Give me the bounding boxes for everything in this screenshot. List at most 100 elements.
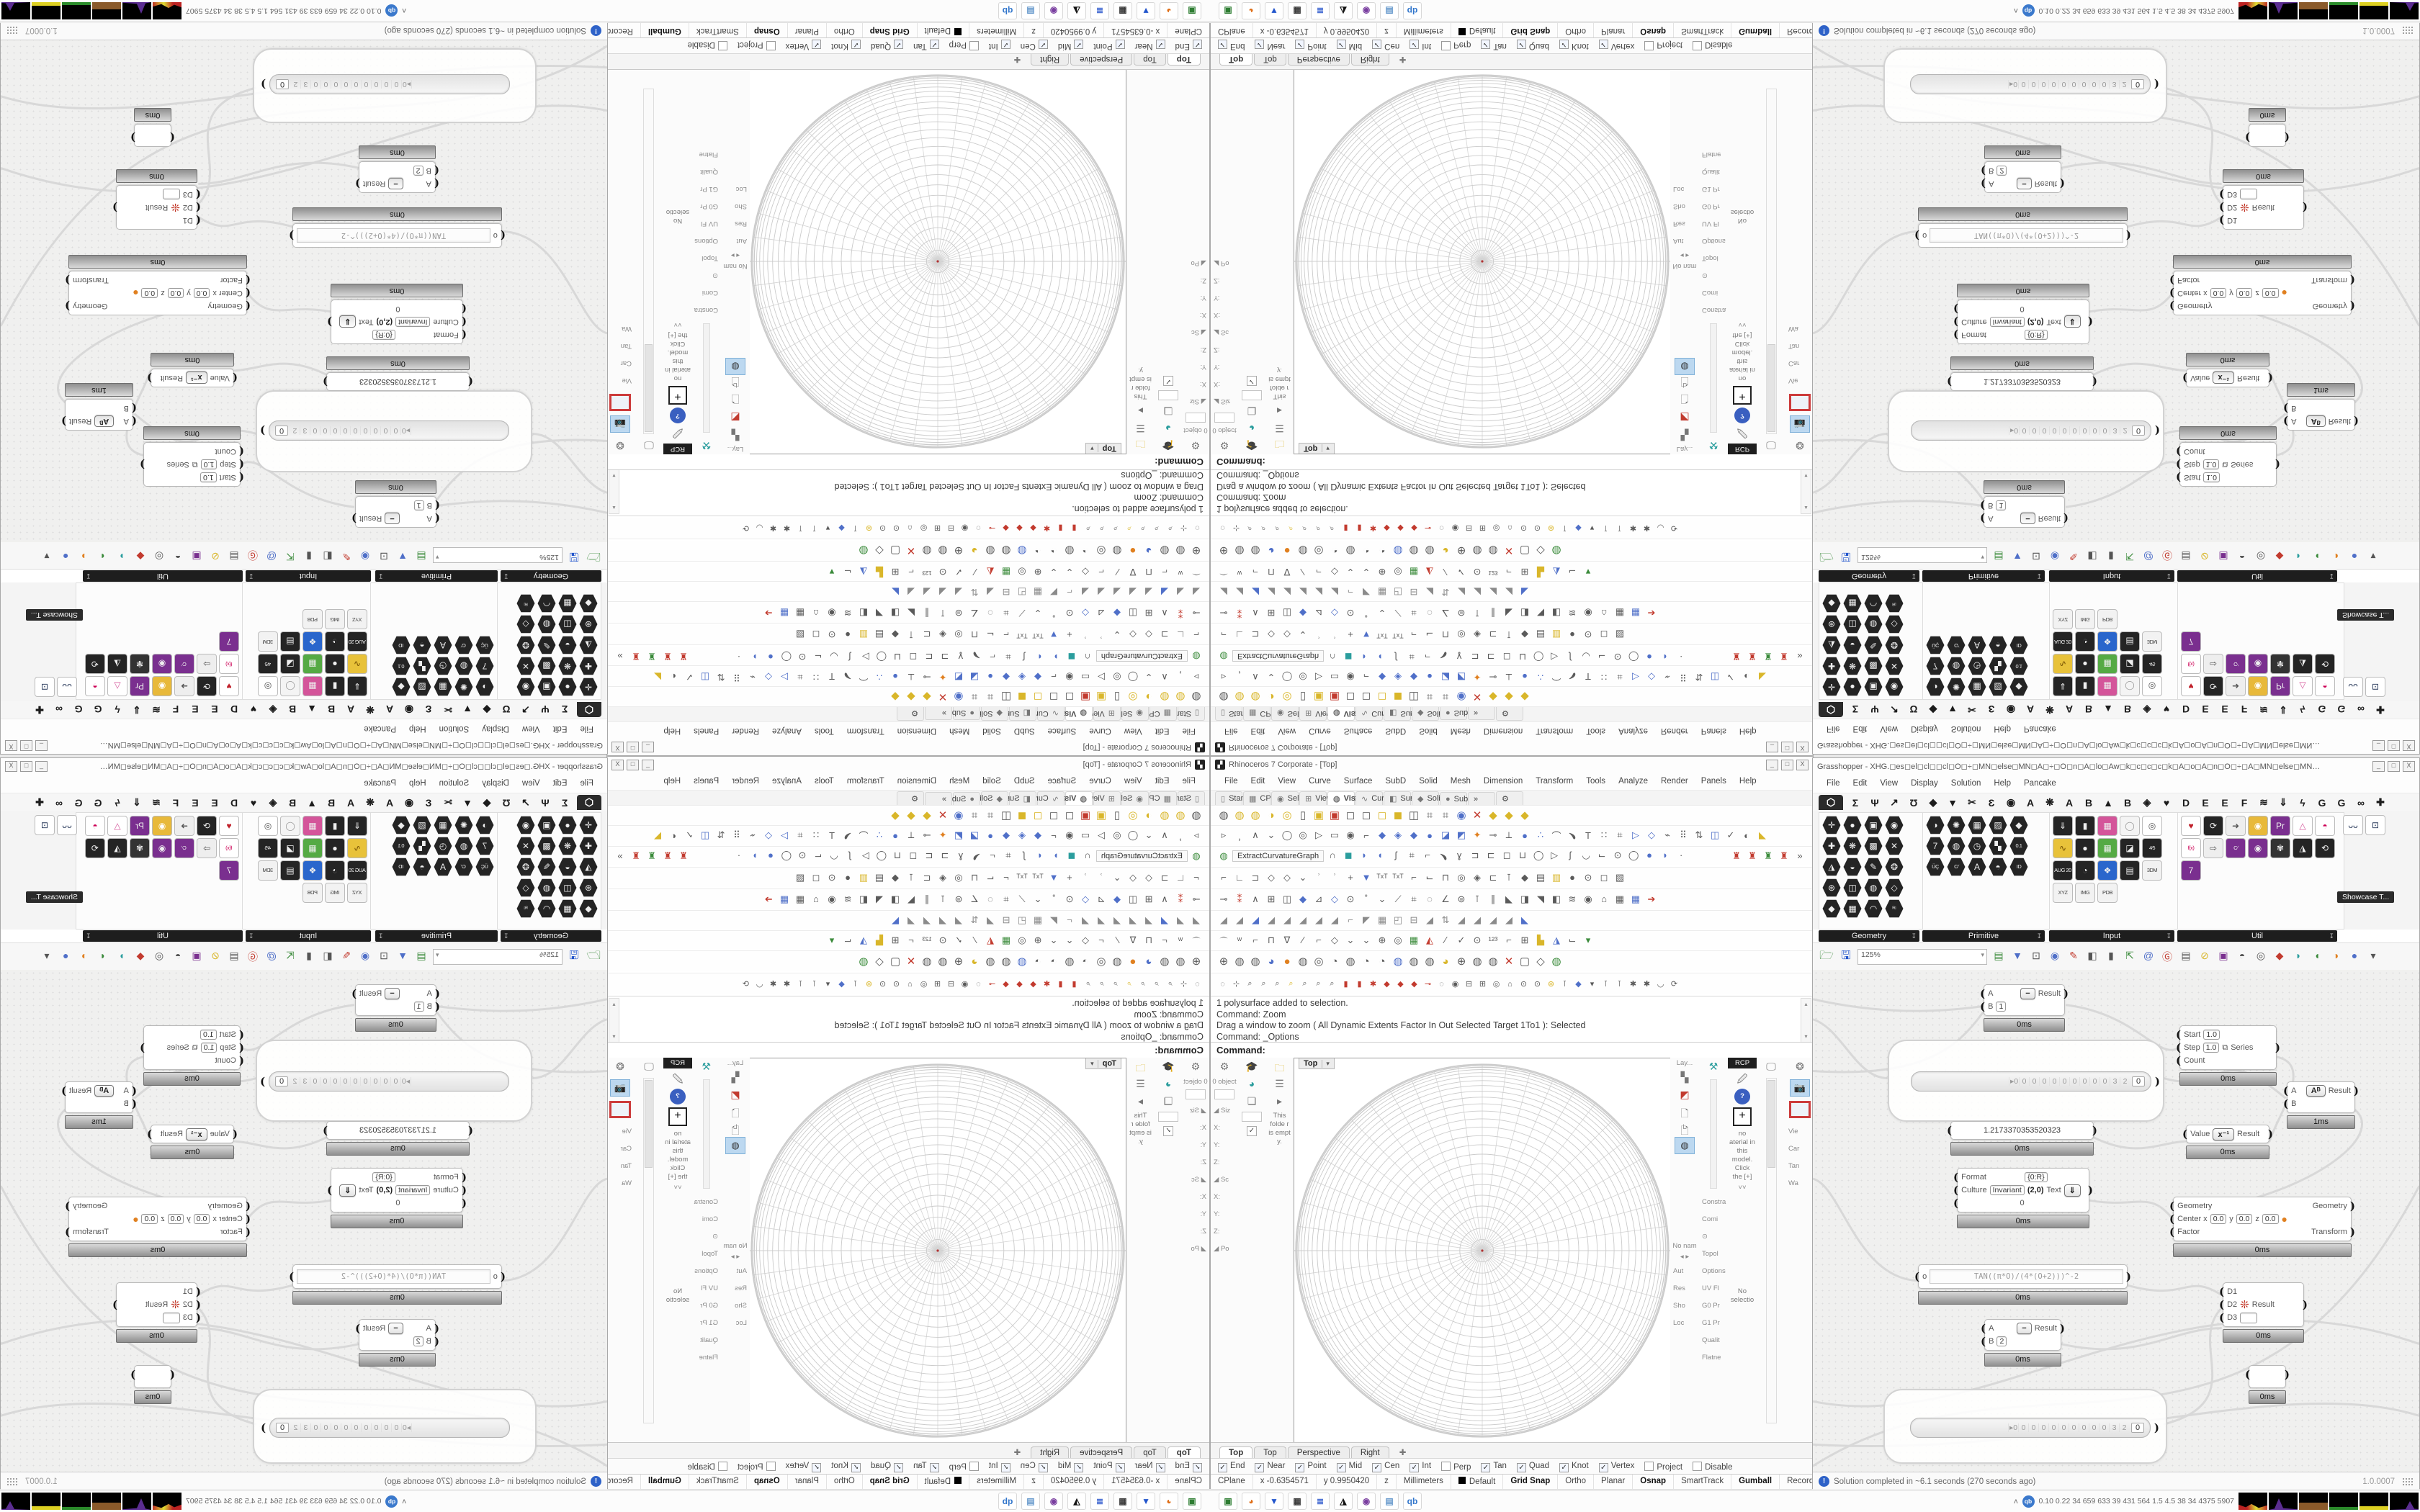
toolbar-icon[interactable]: ▾ bbox=[825, 980, 830, 989]
toolbar-icon[interactable]: ▦ bbox=[1001, 934, 1011, 945]
toolbar-icon[interactable]: ▣ bbox=[1095, 690, 1107, 703]
slider-digit[interactable]: 0 bbox=[2079, 1423, 2089, 1432]
slider-last-digit[interactable]: 0 bbox=[275, 1076, 288, 1086]
toolbar-icon[interactable]: ◢ bbox=[923, 587, 931, 598]
osnap-checkbox[interactable]: Point bbox=[1295, 1462, 1326, 1472]
component-icon[interactable]: ◯ bbox=[2120, 816, 2140, 836]
toolbar-icon[interactable]: ◪ bbox=[1440, 672, 1451, 683]
toolbar-icon[interactable]: ∧ bbox=[1252, 608, 1259, 619]
component-tab[interactable]: ✂ bbox=[1968, 796, 1976, 808]
toolbar-icon[interactable]: ⇅ bbox=[970, 914, 979, 925]
toolbar-icon[interactable]: ◆ bbox=[1489, 809, 1497, 822]
material-panel[interactable]: RCP 🖉 ? + no aterial in this model. Clic… bbox=[663, 70, 692, 454]
toolbar-icon[interactable]: ⊞ bbox=[1520, 567, 1529, 578]
menu-item[interactable]: Panels bbox=[694, 726, 720, 735]
toolbar-icon[interactable]: ✱ bbox=[1369, 980, 1377, 989]
status-field[interactable]: Default bbox=[1451, 1475, 1504, 1489]
component-tab[interactable]: Ψ bbox=[1870, 703, 1879, 716]
component-tab[interactable]: E bbox=[2202, 703, 2209, 716]
toolbar-icon[interactable]: ◢ bbox=[908, 914, 915, 925]
toolbar-tab[interactable]: ▦CPlanes bbox=[1130, 791, 1177, 806]
toolbar-icon[interactable]: ◎ bbox=[1282, 690, 1292, 703]
slider-digit[interactable]: 0 bbox=[351, 80, 362, 89]
toolbar-icon[interactable]: ◍ bbox=[1551, 955, 1561, 968]
toolbar-icon[interactable]: ◇ bbox=[1283, 629, 1291, 641]
toolbar-icon[interactable]: ◇ bbox=[1145, 629, 1152, 641]
component-tab[interactable]: G bbox=[74, 703, 83, 716]
expand-arrow-icon[interactable]: ▸ bbox=[1137, 1095, 1144, 1107]
toolbar-icon[interactable]: ◍ bbox=[1409, 544, 1419, 557]
toolbar-icon[interactable]: ◣ bbox=[892, 587, 899, 598]
toolbar-icon[interactable]: ⌗ bbox=[1005, 652, 1011, 663]
osnap-checkbox[interactable]: End bbox=[1218, 40, 1245, 51]
group-label[interactable]: Util bbox=[2177, 570, 2337, 582]
component-tab[interactable]: ▲ bbox=[307, 703, 317, 716]
toolbar-icon[interactable]: ▧ bbox=[1615, 629, 1625, 641]
gh-titlebar[interactable]: Grasshopper - XHG.◻es◻el◻cl◻◻cl◻O◻÷◻MN◻e… bbox=[1813, 737, 2419, 754]
toolbar-icon[interactable]: ⌐ bbox=[1098, 567, 1104, 577]
slider-digit[interactable]: 0 bbox=[361, 1077, 371, 1086]
toolbar-icon[interactable]: ◢ bbox=[1283, 914, 1291, 925]
pager-arrows[interactable]: ◂ ▸ bbox=[730, 251, 740, 259]
gh-titlebar[interactable]: Grasshopper - XHG.◻es◻el◻cl◻◻cl◻O◻÷◻MN◻e… bbox=[1, 737, 607, 754]
group-label[interactable]: Geometry bbox=[1819, 570, 1919, 582]
slider-digit[interactable]: 2 bbox=[2119, 80, 2129, 89]
toolbar-icon[interactable]: ⌗ bbox=[971, 690, 978, 703]
toolbar-icon[interactable]: ◆ bbox=[891, 809, 900, 822]
toolbar-icon[interactable]: ◎ bbox=[1282, 809, 1292, 822]
toolbar-icon[interactable]: ᷍ bbox=[1216, 566, 1231, 579]
toolbar-icon[interactable]: ⌐ bbox=[1363, 829, 1369, 841]
toolbar-icon[interactable]: ⌕ bbox=[1154, 979, 1159, 988]
component-icon[interactable]: ◫ bbox=[1843, 878, 1862, 897]
toolbar-icon[interactable]: ⊓ bbox=[970, 871, 979, 883]
add-material-button[interactable]: + bbox=[668, 386, 687, 405]
component-icon[interactable]: ◇ bbox=[516, 878, 535, 897]
canvas-toolbar-icon[interactable]: ▾ bbox=[44, 950, 50, 961]
component-tab[interactable]: F bbox=[2241, 703, 2248, 716]
display-panel[interactable]: 🎓 ◕ ❏ ✓ bbox=[1238, 1058, 1266, 1442]
slider-digit[interactable]: 0 bbox=[2048, 1423, 2058, 1432]
toolbar-icon[interactable]: ✱ bbox=[1643, 523, 1651, 532]
component-tab[interactable]: D bbox=[230, 796, 238, 809]
constraint-row[interactable]: Topol bbox=[702, 1250, 718, 1258]
component-tab[interactable]: ❋ bbox=[2045, 796, 2054, 808]
toolbar-icon[interactable]: ▦ bbox=[1615, 893, 1625, 904]
osnap-checkbox[interactable]: Project bbox=[1644, 1462, 1682, 1472]
toolbar-icon[interactable]: ◖ bbox=[1036, 652, 1043, 663]
toolbar-tab[interactable]: ◉ Select bbox=[1271, 791, 1309, 806]
component-tab[interactable]: D bbox=[230, 703, 238, 716]
gh-node-display[interactable]: (D1 (D2 ❊ Result) (D3 0ms bbox=[112, 1282, 201, 1343]
component-icon[interactable]: ◆ bbox=[2009, 678, 2028, 696]
command-prompt[interactable]: Command: bbox=[607, 453, 1209, 470]
toolbar-icon[interactable]: ⊙ bbox=[798, 849, 807, 860]
toolbar-icon[interactable]: ⊜ bbox=[1457, 893, 1466, 904]
component-icon[interactable]: ⇓ bbox=[2053, 816, 2073, 836]
canvas-toolbar-icon[interactable]: ▼ bbox=[398, 950, 408, 961]
component-tab[interactable]: ◉ bbox=[404, 704, 414, 716]
toolbar-icon[interactable]: ʷ bbox=[1178, 935, 1183, 945]
toolbar-tab[interactable]: ⚙ bbox=[897, 791, 924, 806]
window-icon[interactable]: ❏ bbox=[1163, 1095, 1173, 1107]
toolbar-icon[interactable]: ◕ bbox=[1145, 544, 1152, 557]
toolbar-icon[interactable]: ◇ bbox=[1082, 893, 1089, 904]
gh-node-value-panel[interactable]: ( 1.2173370353520323 ) 0ms bbox=[323, 1121, 473, 1156]
toolbar-icon[interactable]: ◕ bbox=[1442, 544, 1449, 557]
viewport-tab[interactable]: Right bbox=[1350, 53, 1389, 66]
constraint-row[interactable]: Flatne bbox=[699, 150, 718, 158]
component-icon[interactable]: ◉ bbox=[152, 676, 172, 696]
menu-item[interactable]: Solution bbox=[1950, 724, 1981, 733]
toolbar-icon[interactable]: ♜ bbox=[632, 850, 640, 861]
osnap-checkbox[interactable]: Near bbox=[1255, 40, 1285, 51]
help-icon[interactable]: ? bbox=[1734, 1089, 1750, 1104]
component-tab[interactable]: E bbox=[2202, 796, 2209, 809]
component-icon[interactable]: 3DM bbox=[258, 631, 278, 652]
toolbar-icon[interactable]: ◢ bbox=[1113, 914, 1121, 925]
toolbar-icon[interactable]: ◆ bbox=[1411, 523, 1417, 532]
toolbar-icon[interactable]: ∧ bbox=[1161, 608, 1168, 619]
component-icon[interactable]: ᴗᴗ bbox=[57, 677, 77, 697]
toolbar-icon[interactable]: ◉ bbox=[1456, 809, 1466, 822]
component-icon[interactable]: 0.1 bbox=[2009, 837, 2028, 855]
toolbar-icon[interactable]: ◍ bbox=[1250, 690, 1260, 703]
menu-item[interactable]: Tools bbox=[814, 777, 834, 786]
toolbar-icon[interactable]: ◡ bbox=[756, 523, 763, 532]
